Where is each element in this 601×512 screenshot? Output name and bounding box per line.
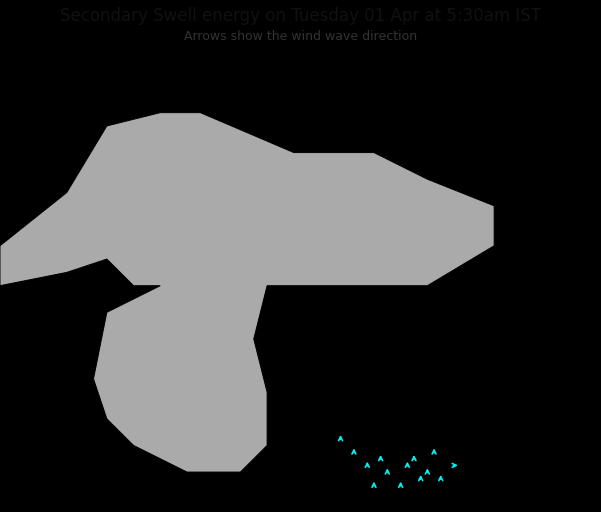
Polygon shape xyxy=(0,113,494,472)
Text: Secondary Swell energy on Tuesday 01 Apr at 5:30am IST: Secondary Swell energy on Tuesday 01 Apr… xyxy=(60,7,541,25)
Text: Arrows show the wind wave direction: Arrows show the wind wave direction xyxy=(184,30,417,44)
